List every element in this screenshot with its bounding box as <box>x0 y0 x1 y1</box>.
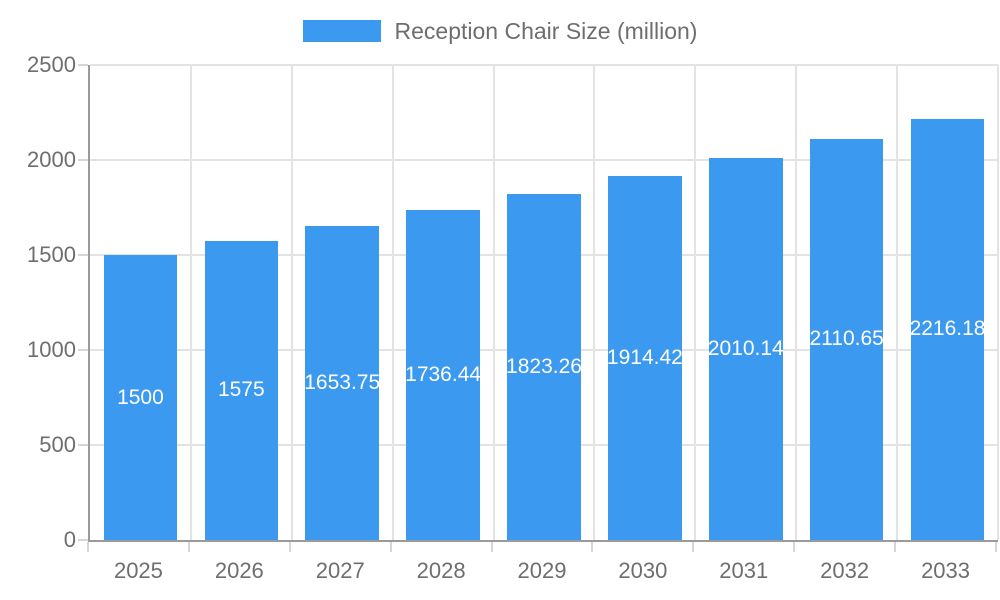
y-axis-tick <box>78 349 88 351</box>
bar: 2010.14 <box>708 158 783 540</box>
bar-value-label: 2010.14 <box>708 337 783 361</box>
y-axis-tick <box>78 159 88 161</box>
bar: 1914.42 <box>608 176 682 540</box>
x-axis-tick <box>87 542 89 552</box>
y-axis-tick <box>78 444 88 446</box>
gridline-horizontal <box>90 64 998 66</box>
x-axis-tick <box>995 542 997 552</box>
bar: 1823.26 <box>507 193 581 540</box>
bar-value-label: 1575 <box>217 378 265 402</box>
x-tick-label: 2032 <box>820 558 870 583</box>
x-axis-tick <box>389 542 392 552</box>
y-tick-label: 0 <box>63 527 76 552</box>
legend-swatch-icon <box>302 20 381 42</box>
x-tick-label: 2027 <box>315 558 365 583</box>
gridline-vertical <box>997 65 999 540</box>
x-axis-tick <box>288 542 291 552</box>
bar-value-label: 2216.18 <box>910 317 985 341</box>
x-tick-label: 2026 <box>214 558 264 583</box>
bar-value-label: 1500 <box>117 385 164 409</box>
bar-value-label: 2110.65 <box>809 327 884 351</box>
bar-value-label: 1823.26 <box>507 354 581 378</box>
x-tick-label: 2030 <box>618 558 668 583</box>
x-tick-label: 2033 <box>921 558 971 583</box>
bar: 1500 <box>103 255 178 540</box>
bar: 1575 <box>204 240 279 540</box>
chart-legend: Reception Chair Size (million) <box>0 17 1000 45</box>
y-tick-label: 2500 <box>27 52 76 77</box>
legend-label: Reception Chair Size (million) <box>394 18 698 44</box>
gridline-vertical <box>593 65 596 540</box>
bar: 1736.44 <box>406 210 480 540</box>
gridline-vertical <box>290 65 293 540</box>
y-axis-tick <box>78 539 88 541</box>
x-axis-tick <box>692 542 695 552</box>
x-tick-label: 2028 <box>416 558 466 583</box>
gridline-horizontal <box>90 159 998 161</box>
gridline-vertical <box>492 65 495 540</box>
bar: 1653.75 <box>305 225 380 540</box>
y-tick-label: 2000 <box>27 147 76 172</box>
x-tick-label: 2031 <box>719 558 769 583</box>
x-axis-tick <box>793 542 796 552</box>
x-tick-label: 2029 <box>517 558 567 583</box>
bar: 2110.65 <box>809 138 884 540</box>
gridline-vertical <box>795 65 798 540</box>
y-tick-label: 1000 <box>27 337 76 362</box>
bar-value-label: 1653.75 <box>305 370 380 394</box>
plot-area: 1500 1575 1653.75 1736.44 1823.26 1914.42 2010… <box>88 64 999 542</box>
gridline-vertical <box>391 65 394 540</box>
x-tick-label: 2025 <box>113 558 163 583</box>
y-tick-label: 1500 <box>27 242 76 267</box>
bar-value-label: 1914.42 <box>608 346 682 370</box>
x-axis-tick <box>894 542 897 552</box>
gridline-vertical <box>694 65 697 540</box>
y-axis-tick <box>78 254 88 256</box>
gridline-vertical <box>189 65 192 540</box>
y-tick-label: 500 <box>39 432 76 457</box>
x-axis-tick <box>490 542 493 552</box>
bar: 2216.18 <box>910 118 985 540</box>
bar-value-label: 1736.44 <box>406 363 480 387</box>
x-axis-tick <box>591 542 594 552</box>
x-axis-tick <box>187 542 190 552</box>
gridline-vertical <box>896 65 899 540</box>
y-axis-tick <box>78 64 88 66</box>
